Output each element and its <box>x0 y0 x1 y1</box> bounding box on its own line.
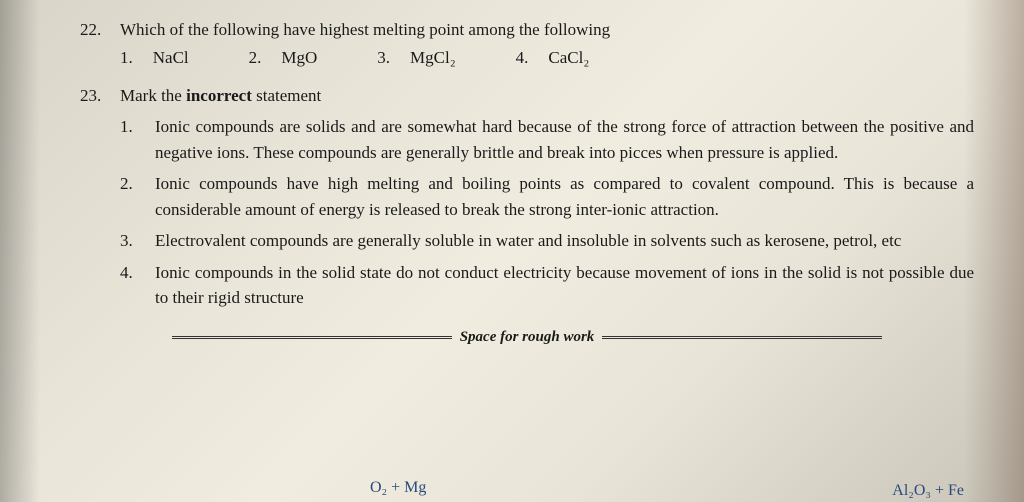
statement-23-3: 3. Electrovalent compounds are generally… <box>120 228 974 254</box>
divider-row: Space for rough work <box>80 329 974 346</box>
statement-23-4: 4. Ionic compounds in the solid state do… <box>120 260 974 311</box>
option-22-3: 3. MgCl₂ <box>377 48 455 68</box>
statement-23-2: 2. Ionic compounds have high melting and… <box>120 171 974 222</box>
question-22-row: 22. Which of the following have highest … <box>80 20 974 40</box>
divider-line-left <box>172 336 452 339</box>
statement-23-1-num: 1. <box>120 114 155 165</box>
question-22-text: Which of the following have highest melt… <box>120 20 974 40</box>
question-23-text-prefix: Mark the <box>120 86 186 105</box>
question-23-number: 23. <box>80 86 120 106</box>
question-22-options: 1. NaCl 2. MgO 3. MgCl₂ 4. CaCl₂ <box>120 48 974 68</box>
handwriting-2: Al₂O₃ + Fe <box>892 482 964 500</box>
statement-23-1-text: Ionic compounds are solids and are somew… <box>155 114 974 165</box>
statement-23-2-text: Ionic compounds have high melting and bo… <box>155 171 974 222</box>
option-22-2-text: MgO <box>281 48 317 68</box>
question-22-number: 22. <box>80 20 120 40</box>
page-content: 22. Which of the following have highest … <box>0 0 1024 356</box>
option-22-2: 2. MgO <box>249 48 318 68</box>
question-23: 23. Mark the incorrect statement 1. Ioni… <box>80 86 974 311</box>
statement-23-1: 1. Ionic compounds are solids and are so… <box>120 114 974 165</box>
option-22-1-text: NaCl <box>153 48 189 68</box>
statement-23-3-text: Electrovalent compounds are generally so… <box>155 228 974 254</box>
question-23-text-bold: incorrect <box>186 86 252 105</box>
question-22: 22. Which of the following have highest … <box>80 20 974 68</box>
question-23-row: 23. Mark the incorrect statement <box>80 86 974 106</box>
option-22-4: 4. CaCl₂ <box>516 48 590 68</box>
statement-23-4-num: 4. <box>120 260 155 311</box>
option-22-4-num: 4. <box>516 48 529 68</box>
statement-23-4-text: Ionic compounds in the solid state do no… <box>155 260 974 311</box>
option-22-3-text: MgCl₂ <box>410 48 456 68</box>
statement-23-2-num: 2. <box>120 171 155 222</box>
divider-text: Space for rough work <box>460 329 595 346</box>
option-22-2-num: 2. <box>249 48 262 68</box>
option-22-1-num: 1. <box>120 48 133 68</box>
handwriting-1: O₂ + Mg <box>370 479 426 497</box>
question-23-statements: 1. Ionic compounds are solids and are so… <box>120 114 974 311</box>
option-22-1: 1. NaCl <box>120 48 189 68</box>
question-23-text-suffix: statement <box>252 86 321 105</box>
question-23-text: Mark the incorrect statement <box>120 86 974 106</box>
option-22-3-num: 3. <box>377 48 390 68</box>
option-22-4-text: CaCl₂ <box>548 48 589 68</box>
divider-line-right <box>602 336 882 339</box>
statement-23-3-num: 3. <box>120 228 155 254</box>
